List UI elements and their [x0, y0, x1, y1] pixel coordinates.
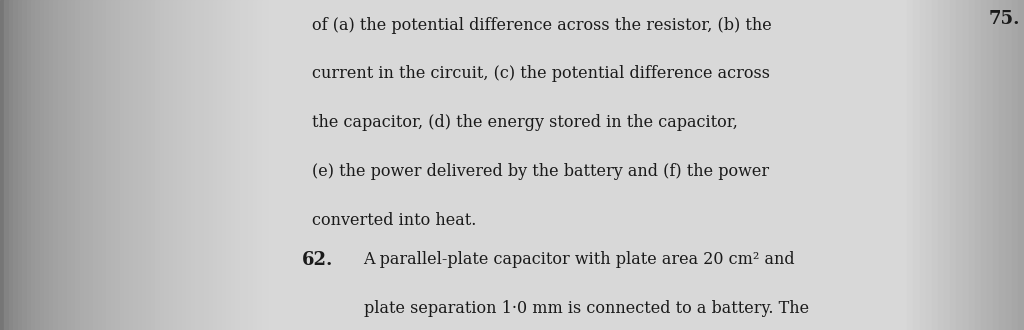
Bar — [173, 0, 178, 330]
Bar — [57, 0, 63, 330]
Bar — [186, 0, 191, 330]
Bar — [0, 0, 5, 330]
Bar — [217, 0, 223, 330]
Bar — [907, 0, 914, 330]
Bar — [31, 0, 37, 330]
Bar — [938, 0, 945, 330]
Bar — [262, 0, 267, 330]
Bar — [137, 0, 143, 330]
Bar — [190, 0, 197, 330]
Bar — [76, 0, 81, 330]
Bar — [27, 0, 32, 330]
Text: of (a) the potential difference across the resistor, (b) the: of (a) the potential difference across t… — [312, 16, 772, 34]
Bar — [116, 0, 121, 330]
Bar — [196, 0, 201, 330]
Bar — [249, 0, 254, 330]
Bar — [901, 0, 908, 330]
Bar — [926, 0, 933, 330]
Bar — [969, 0, 976, 330]
Bar — [209, 0, 214, 330]
Bar — [226, 0, 231, 330]
Bar — [93, 0, 98, 330]
Bar — [67, 0, 72, 330]
Bar — [4, 0, 10, 330]
Bar — [129, 0, 134, 330]
Bar — [257, 0, 263, 330]
Text: current in the circuit, (c) the potential difference across: current in the circuit, (c) the potentia… — [312, 65, 770, 82]
Bar — [111, 0, 117, 330]
Bar — [1018, 0, 1024, 330]
Bar — [204, 0, 210, 330]
Bar — [89, 0, 94, 330]
Bar — [956, 0, 964, 330]
Bar — [213, 0, 218, 330]
Bar — [999, 0, 1007, 330]
Bar — [236, 0, 241, 330]
Bar — [146, 0, 152, 330]
Bar — [993, 0, 1000, 330]
Bar — [222, 0, 227, 330]
Bar — [84, 0, 90, 330]
Bar — [36, 0, 41, 330]
Bar — [23, 0, 28, 330]
Bar — [253, 0, 258, 330]
Bar — [53, 0, 58, 330]
Text: 62.: 62. — [302, 251, 334, 269]
Text: A parallel-plate capacitor with plate area 20 cm² and: A parallel-plate capacitor with plate ar… — [364, 251, 796, 268]
Bar — [102, 0, 108, 330]
Bar — [124, 0, 130, 330]
Bar — [230, 0, 237, 330]
Bar — [981, 0, 988, 330]
Bar — [950, 0, 957, 330]
Bar — [80, 0, 85, 330]
Bar — [944, 0, 951, 330]
Bar — [160, 0, 165, 330]
Bar — [106, 0, 112, 330]
Bar — [151, 0, 157, 330]
Bar — [913, 0, 921, 330]
Bar — [142, 0, 147, 330]
Bar — [244, 0, 250, 330]
Bar — [133, 0, 138, 330]
Bar — [40, 0, 45, 330]
Bar — [987, 0, 994, 330]
Bar — [17, 0, 24, 330]
Text: converted into heat.: converted into heat. — [312, 212, 477, 229]
Bar — [156, 0, 161, 330]
Text: 75.: 75. — [988, 10, 1020, 28]
Bar — [932, 0, 939, 330]
Bar — [13, 0, 18, 330]
Bar — [44, 0, 50, 330]
Bar — [9, 0, 14, 330]
Bar — [169, 0, 174, 330]
Text: (e) the power delivered by the battery and (f) the power: (e) the power delivered by the battery a… — [312, 163, 769, 180]
Bar — [49, 0, 54, 330]
Bar — [182, 0, 187, 330]
Bar — [120, 0, 125, 330]
Bar — [164, 0, 170, 330]
Bar — [1012, 0, 1019, 330]
Bar — [200, 0, 205, 330]
Bar — [920, 0, 927, 330]
Bar — [62, 0, 68, 330]
Bar — [1006, 0, 1013, 330]
Text: the capacitor, (d) the energy stored in the capacitor,: the capacitor, (d) the energy stored in … — [312, 114, 738, 131]
Bar — [177, 0, 183, 330]
Bar — [71, 0, 77, 330]
Bar — [97, 0, 103, 330]
Text: plate separation 1·0 mm is connected to a battery. The: plate separation 1·0 mm is connected to … — [364, 300, 809, 317]
Bar — [240, 0, 245, 330]
Bar — [963, 0, 970, 330]
Bar — [975, 0, 982, 330]
